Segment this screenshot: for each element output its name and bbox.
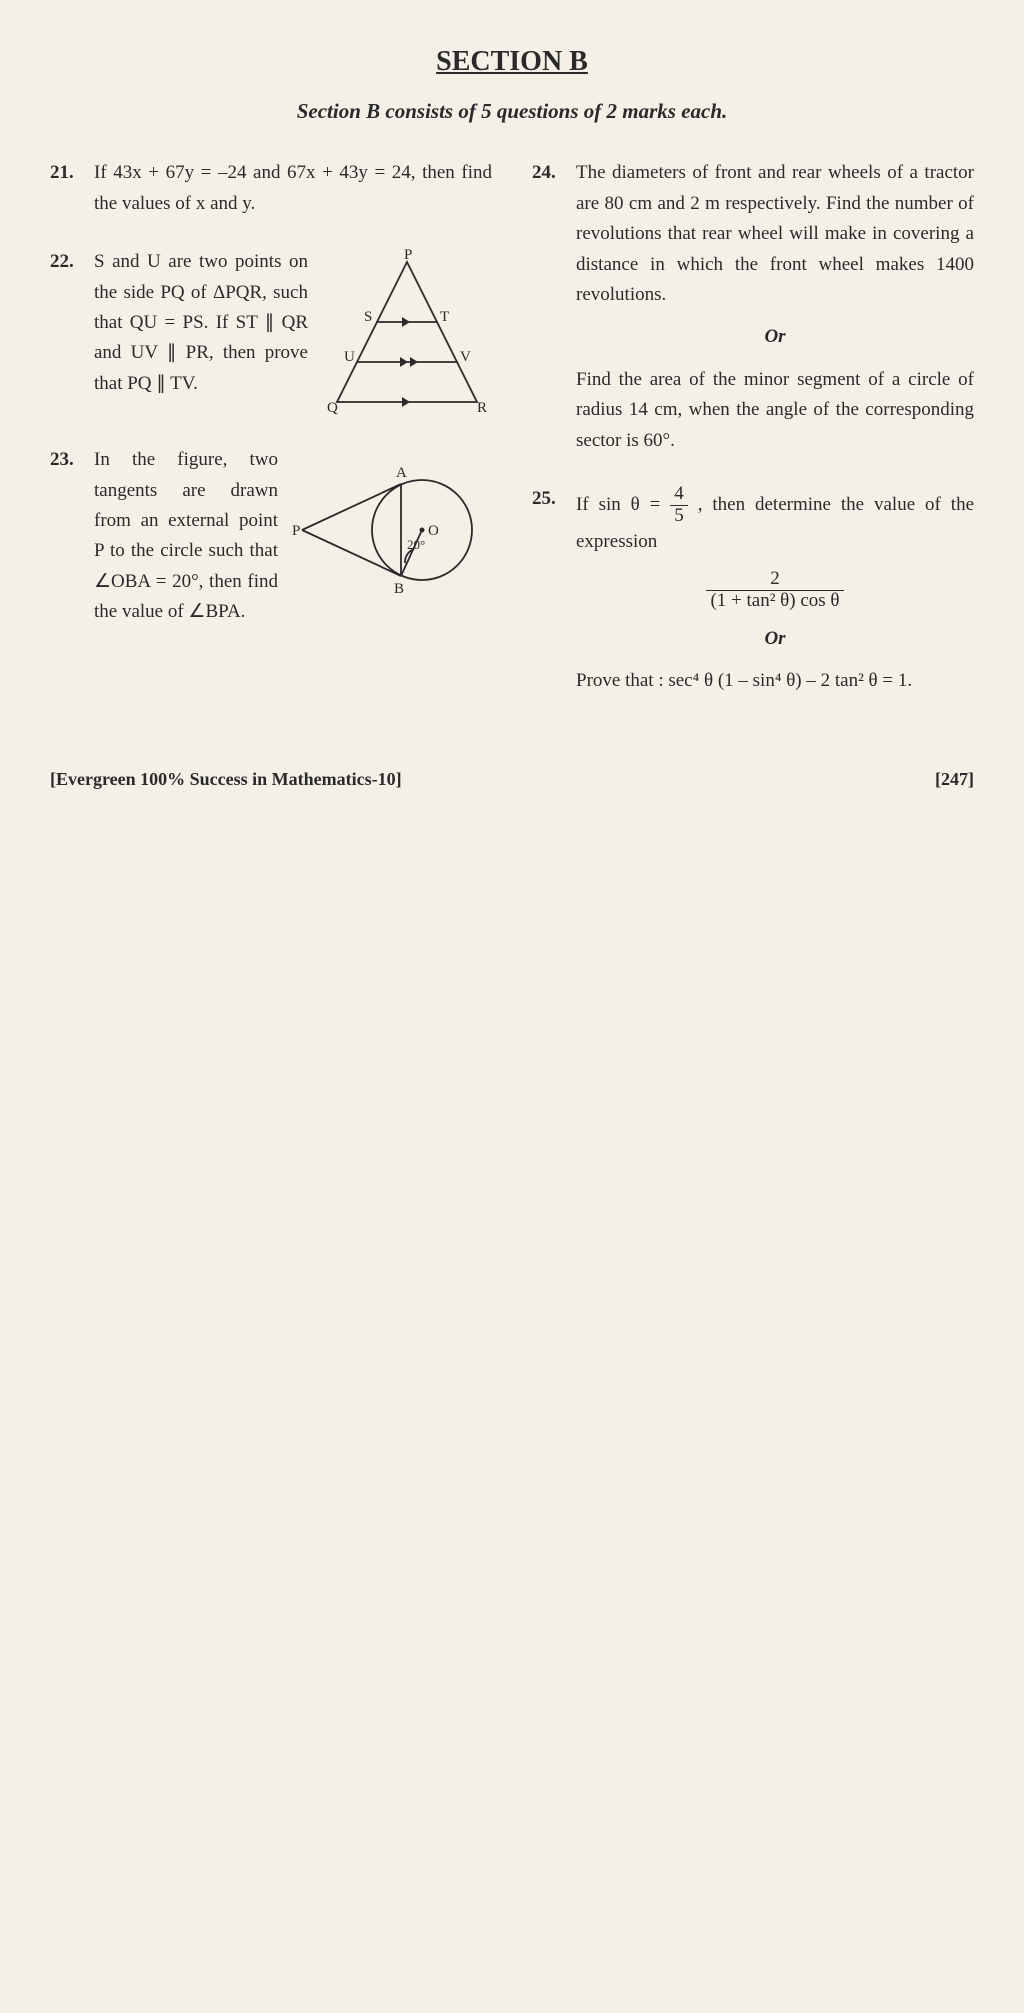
question-24: 24. The diameters of front and rear whee…: [532, 158, 974, 456]
q23-label-O: O: [428, 523, 439, 539]
q25-fraction-a: 4 5: [670, 484, 688, 527]
q21-body: If 43x + 67y = –24 and 67x + 43y = 24, t…: [94, 158, 492, 219]
q22-label-S: S: [364, 309, 372, 325]
q23-label-A: A: [396, 465, 407, 481]
q22-label-Q: Q: [327, 400, 338, 416]
q23-number: 23.: [50, 445, 94, 627]
footer-left: [Evergreen 100% Success in Mathematics-1…: [50, 765, 402, 794]
q23-text: In the figure, two tangents are drawn fr…: [94, 445, 278, 627]
q22-text: S and U are two points on the side PQ of…: [94, 247, 308, 399]
q24-body: The diameters of front and rear wheels o…: [576, 158, 974, 456]
q23-body: In the figure, two tangents are drawn fr…: [94, 445, 492, 627]
q25-or: Or: [576, 624, 974, 654]
q22-label-V: V: [460, 349, 471, 365]
q23-label-B: B: [394, 581, 404, 597]
footer-right: [247]: [935, 765, 974, 794]
q22-label-U: U: [344, 349, 355, 365]
q23-label-angle: 20°: [407, 537, 425, 552]
q25-prove: Prove that : sec⁴ θ (1 – sin⁴ θ) – 2 tan…: [576, 666, 974, 696]
q25-frac-a-den: 5: [670, 506, 688, 527]
q23-figure: P A B O 20°: [292, 445, 492, 615]
question-columns: 21. If 43x + 67y = –24 and 67x + 43y = 2…: [50, 158, 974, 724]
q22-figure: P S T U V Q R: [322, 247, 492, 417]
q24-text-b: Find the area of the minor segment of a …: [576, 365, 974, 456]
q21-text: If 43x + 67y = –24 and 67x + 43y = 24, t…: [94, 162, 492, 213]
q25-frac-a-num: 4: [670, 484, 688, 506]
left-column: 21. If 43x + 67y = –24 and 67x + 43y = 2…: [50, 158, 492, 724]
q24-or: Or: [576, 322, 974, 352]
question-23: 23. In the figure, two tangents are draw…: [50, 445, 492, 627]
q21-number: 21.: [50, 158, 94, 219]
q23-label-P: P: [292, 523, 300, 539]
q25-line1: If sin θ = 4 5 , then determine the valu…: [576, 484, 974, 557]
q25-body: If sin θ = 4 5 , then determine the valu…: [576, 484, 974, 697]
right-column: 24. The diameters of front and rear whee…: [532, 158, 974, 724]
question-22: 22. S and U are two points on the side P…: [50, 247, 492, 417]
q22-body: S and U are two points on the side PQ of…: [94, 247, 492, 417]
section-title: SECTION B: [50, 40, 974, 85]
q24-text-a: The diameters of front and rear wheels o…: [576, 158, 974, 310]
q25-frac-b-num: 2: [706, 569, 843, 591]
q25-expression: 2 (1 + tan² θ) cos θ: [576, 569, 974, 612]
section-subtitle: Section B consists of 5 questions of 2 m…: [50, 95, 974, 129]
q22-label-T: T: [440, 309, 449, 325]
q22-number: 22.: [50, 247, 94, 417]
q25-number: 25.: [532, 484, 576, 697]
question-21: 21. If 43x + 67y = –24 and 67x + 43y = 2…: [50, 158, 492, 219]
page-footer: [Evergreen 100% Success in Mathematics-1…: [50, 765, 974, 794]
question-25: 25. If sin θ = 4 5 , then determine the …: [532, 484, 974, 697]
q22-label-R: R: [477, 400, 487, 416]
q25-frac-b-den: (1 + tan² θ) cos θ: [706, 591, 843, 612]
q24-number: 24.: [532, 158, 576, 456]
q22-label-P: P: [404, 247, 412, 263]
q25-fraction-b: 2 (1 + tan² θ) cos θ: [706, 569, 843, 612]
q25-prefix: If sin θ =: [576, 494, 670, 515]
